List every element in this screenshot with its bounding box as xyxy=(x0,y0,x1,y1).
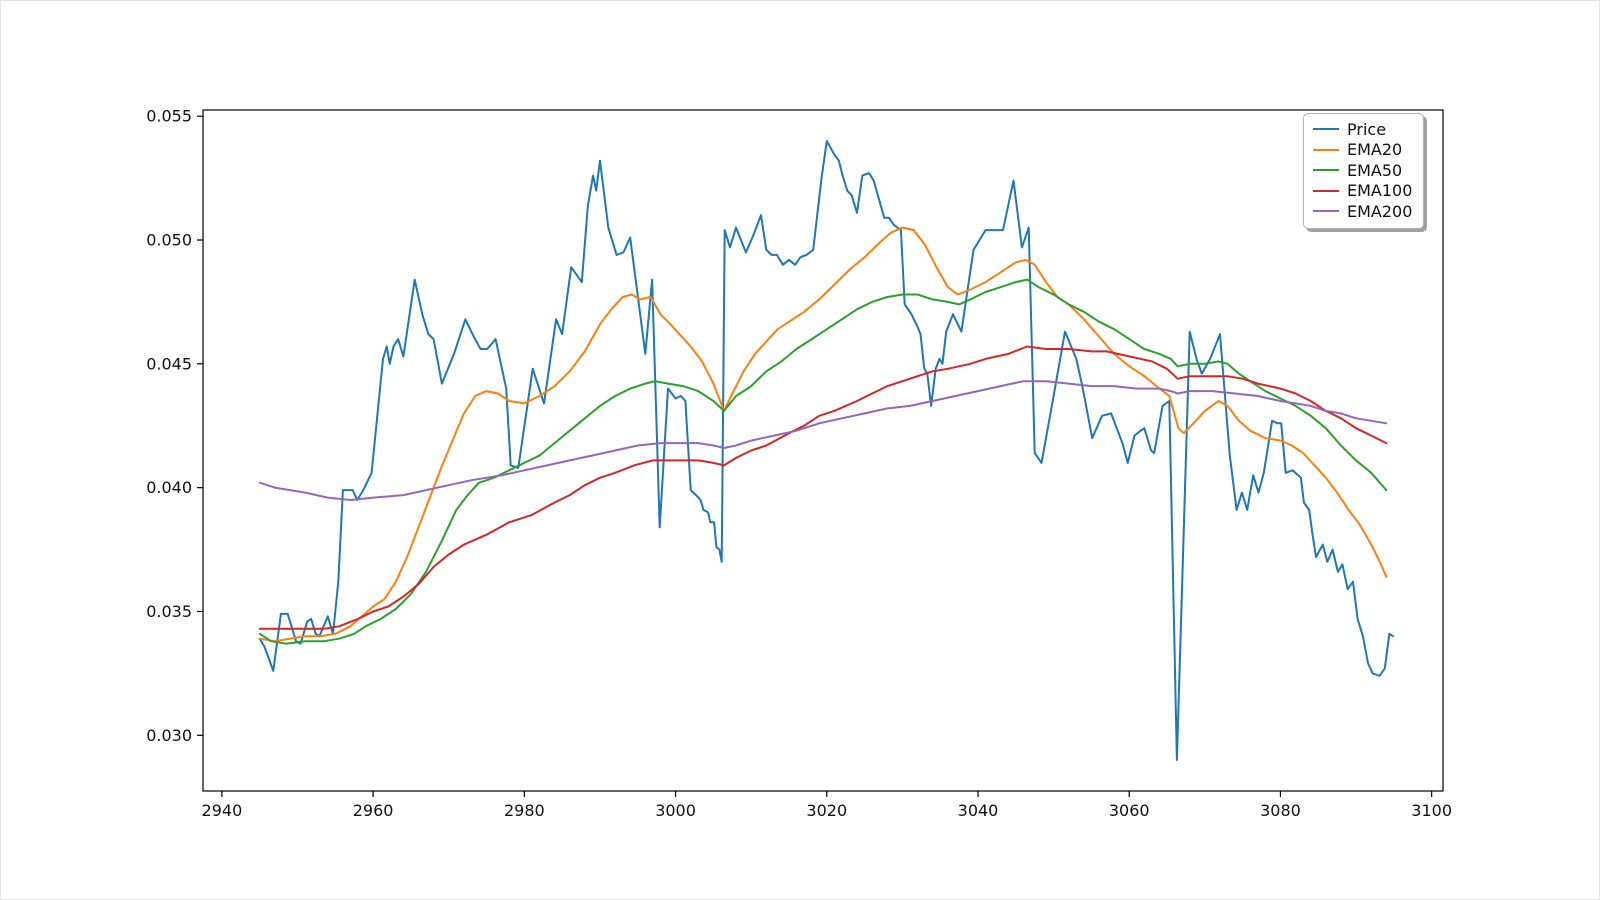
series-line-ema20 xyxy=(258,226,1388,643)
x-tick-label: 2940 xyxy=(202,801,243,820)
legend-line-sample xyxy=(1313,148,1339,151)
legend-label: EMA20 xyxy=(1347,140,1403,160)
y-tick-label: 0.050 xyxy=(146,231,192,250)
legend-line-sample xyxy=(1313,210,1339,213)
legend-line-sample xyxy=(1313,128,1339,131)
x-tick-label: 3040 xyxy=(958,801,999,820)
x-tick-label: 2960 xyxy=(353,801,394,820)
y-tick-label: 0.030 xyxy=(146,726,192,745)
legend-label: Price xyxy=(1347,119,1387,139)
series-line-ema200 xyxy=(258,380,1388,501)
legend-item-ema100: EMA100 xyxy=(1313,181,1412,202)
x-tick-label: 3100 xyxy=(1411,801,1452,820)
legend-label: EMA50 xyxy=(1347,160,1403,180)
legend-item-ema50: EMA50 xyxy=(1313,160,1412,181)
legend-line-sample xyxy=(1313,169,1339,172)
legend: Price EMA20 EMA50 EMA100 EMA200 xyxy=(1303,113,1425,229)
y-tick-label: 0.055 xyxy=(146,107,192,126)
series-line-ema50 xyxy=(258,278,1388,645)
x-tick-label: 3080 xyxy=(1260,801,1301,820)
plot-border xyxy=(202,109,1444,792)
x-tick-label: 2980 xyxy=(504,801,545,820)
legend-label: EMA100 xyxy=(1347,181,1413,201)
legend-label: EMA200 xyxy=(1347,201,1413,221)
legend-item-price: Price xyxy=(1313,119,1412,140)
legend-item-ema200: EMA200 xyxy=(1313,201,1412,222)
y-tick-label: 0.040 xyxy=(146,478,192,497)
y-tick-label: 0.035 xyxy=(146,602,192,621)
x-tick-label: 3000 xyxy=(655,801,696,820)
legend-item-ema20: EMA20 xyxy=(1313,140,1412,161)
series-line-price xyxy=(258,140,1395,761)
series-line-ema100 xyxy=(258,345,1388,630)
x-tick-label: 3060 xyxy=(1109,801,1150,820)
y-tick-label: 0.045 xyxy=(146,354,192,373)
legend-line-sample xyxy=(1313,189,1339,192)
x-tick-label: 3020 xyxy=(806,801,847,820)
